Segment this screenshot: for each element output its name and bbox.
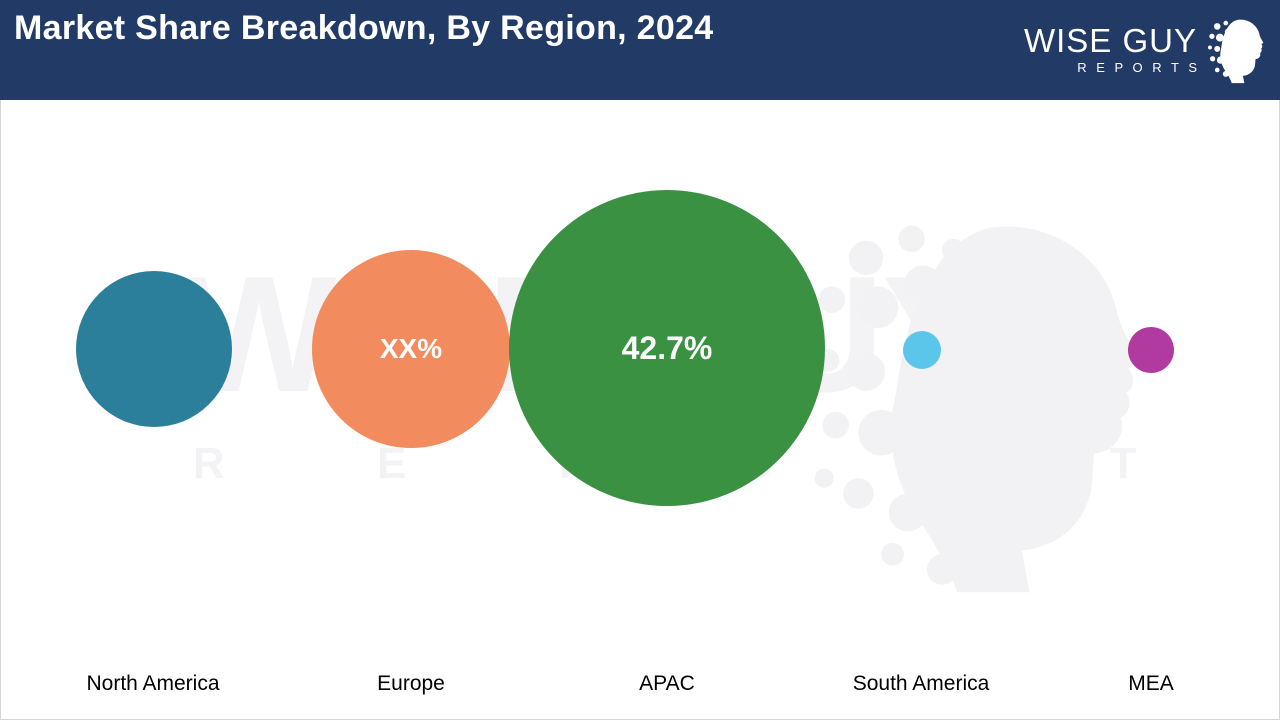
category-label-mea: MEA — [1128, 672, 1174, 695]
category-label-europe: Europe — [377, 672, 445, 695]
bubble-value-label: 42.7% — [621, 329, 713, 366]
logo: WISE GUY R E P O R T S — [1023, 4, 1272, 96]
logo-tagline: R E P O R T S — [1077, 60, 1200, 75]
category-label-apac: APAC — [639, 672, 695, 695]
bubble-south-america — [903, 331, 941, 369]
category-label-south-america: South America — [852, 672, 990, 695]
header: Market Share Breakdown, By Region, 2024 … — [0, 0, 1280, 100]
page-title: Market Share Breakdown, By Region, 2024 — [14, 9, 714, 47]
bubble-value-label: XX% — [379, 333, 443, 364]
bubble-north-america — [76, 271, 232, 427]
logo-face-icon — [1207, 19, 1264, 84]
watermark-face — [814, 225, 1140, 593]
bubble-chart: WISE GUY R E P O R T S XX% 42. — [0, 100, 1280, 720]
bubble-europe: XX% — [312, 250, 510, 448]
logo-wordmark: WISE GUY — [1023, 22, 1197, 59]
bubble-apac: 42.7% — [509, 190, 825, 506]
category-label-north-america: North America — [86, 672, 220, 695]
bubble-mea — [1128, 327, 1174, 373]
